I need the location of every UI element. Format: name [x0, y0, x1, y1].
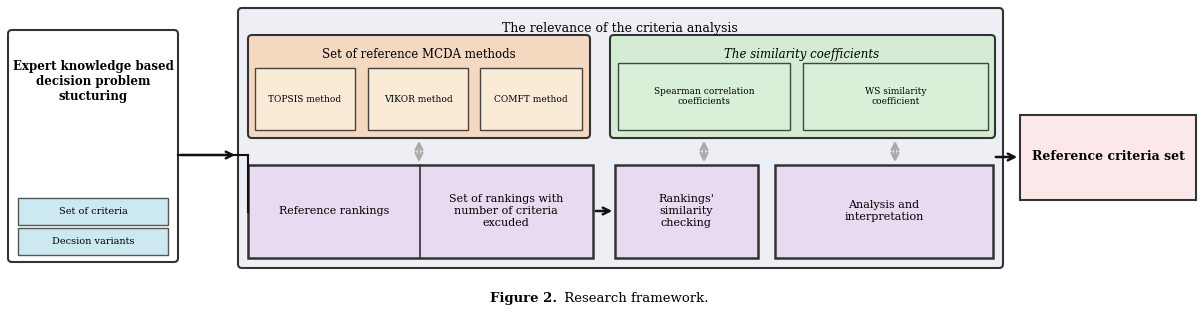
Bar — [255, 68, 355, 130]
FancyBboxPatch shape — [610, 35, 995, 138]
Text: Reference criteria set: Reference criteria set — [1032, 150, 1185, 163]
Text: Reference rankings: Reference rankings — [279, 206, 389, 216]
FancyBboxPatch shape — [238, 8, 1003, 268]
Bar — [615, 165, 759, 258]
Text: Set of criteria: Set of criteria — [59, 206, 128, 216]
Bar — [618, 63, 790, 130]
Bar — [18, 198, 169, 225]
Bar — [18, 228, 169, 255]
Text: WS similarity
coefficient: WS similarity coefficient — [864, 87, 926, 106]
Text: Expert knowledge based
decision problem
stucturing: Expert knowledge based decision problem … — [12, 60, 173, 103]
Text: Set of rankings with
number of criteria
excuded: Set of rankings with number of criteria … — [449, 194, 563, 228]
FancyBboxPatch shape — [248, 35, 590, 138]
Text: The relevance of the criteria analysis: The relevance of the criteria analysis — [502, 22, 738, 35]
Bar — [368, 68, 468, 130]
Text: Set of reference MCDA methods: Set of reference MCDA methods — [323, 48, 515, 61]
Bar — [775, 165, 993, 258]
Text: Decsion variants: Decsion variants — [52, 236, 135, 246]
Text: Figure 2.: Figure 2. — [490, 292, 557, 305]
Bar — [480, 68, 582, 130]
Bar — [1020, 115, 1196, 200]
Text: Analysis and
interpretation: Analysis and interpretation — [844, 200, 923, 222]
Text: Rankings'
similarity
checking: Rankings' similarity checking — [659, 194, 714, 228]
FancyBboxPatch shape — [8, 30, 178, 262]
Bar — [248, 165, 594, 258]
Text: The similarity coefficients: The similarity coefficients — [725, 48, 880, 61]
Text: Spearman correlation
coefficients: Spearman correlation coefficients — [654, 87, 755, 106]
Text: TOPSIS method: TOPSIS method — [268, 94, 342, 104]
Bar — [803, 63, 988, 130]
Text: VIKOR method: VIKOR method — [384, 94, 453, 104]
Text: Research framework.: Research framework. — [560, 292, 708, 305]
Text: COMFT method: COMFT method — [494, 94, 568, 104]
